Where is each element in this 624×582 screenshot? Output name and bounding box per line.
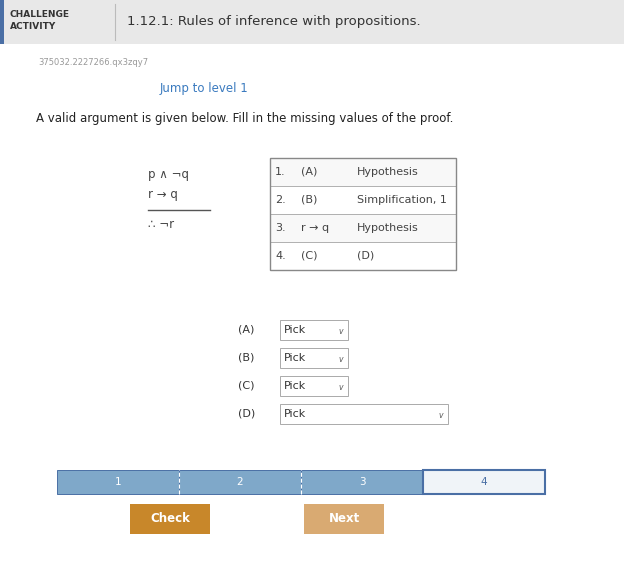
Text: Check: Check — [150, 513, 190, 526]
Text: Jump to level 1: Jump to level 1 — [160, 82, 249, 95]
Bar — [270, 158, 456, 186]
Bar — [301, 470, 423, 494]
Text: 3: 3 — [359, 477, 365, 487]
Text: 1: 1 — [115, 477, 121, 487]
Text: (C): (C) — [238, 381, 255, 391]
Text: 375032.2227266.qx3zqy7: 375032.2227266.qx3zqy7 — [38, 58, 148, 67]
Text: A valid argument is given below. Fill in the missing values of the proof.: A valid argument is given below. Fill in… — [36, 112, 454, 125]
Bar — [130, 504, 210, 534]
Text: Hypothesis: Hypothesis — [357, 223, 419, 233]
Bar — [270, 158, 456, 270]
Text: (B): (B) — [301, 195, 318, 205]
Text: v: v — [338, 356, 343, 364]
Bar — [280, 348, 348, 368]
Text: (C): (C) — [301, 251, 318, 261]
Bar — [179, 470, 301, 494]
Bar — [423, 470, 545, 494]
Bar — [270, 242, 456, 270]
Text: (A): (A) — [238, 325, 255, 335]
Text: ACTIVITY: ACTIVITY — [10, 22, 56, 31]
Text: Pick: Pick — [284, 325, 306, 335]
Bar — [57, 470, 179, 494]
Text: v: v — [338, 328, 343, 336]
Text: 1.12.1: Rules of inference with propositions.: 1.12.1: Rules of inference with proposit… — [127, 16, 421, 29]
Bar — [0, 0, 4, 44]
Text: (A): (A) — [301, 167, 318, 177]
Bar — [280, 376, 348, 396]
Text: v: v — [438, 411, 442, 421]
Text: Next: Next — [328, 513, 359, 526]
Text: v: v — [338, 384, 343, 392]
Text: ∴ ¬r: ∴ ¬r — [148, 218, 174, 231]
Text: 3.: 3. — [275, 223, 286, 233]
Text: (D): (D) — [238, 409, 255, 419]
Text: Pick: Pick — [284, 381, 306, 391]
Bar — [270, 186, 456, 214]
Bar — [280, 320, 348, 340]
Text: Pick: Pick — [284, 353, 306, 363]
Text: (B): (B) — [238, 353, 255, 363]
Bar — [280, 404, 448, 424]
Text: r → q: r → q — [148, 188, 178, 201]
Text: 4: 4 — [480, 477, 487, 487]
Text: CHALLENGE: CHALLENGE — [10, 10, 70, 19]
Text: 2: 2 — [236, 477, 243, 487]
Bar — [0, 0, 624, 44]
Bar — [304, 504, 384, 534]
Text: 2.: 2. — [275, 195, 286, 205]
Text: Simplification, 1: Simplification, 1 — [357, 195, 447, 205]
Text: (D): (D) — [357, 251, 374, 261]
Text: r → q: r → q — [301, 223, 329, 233]
Text: Hypothesis: Hypothesis — [357, 167, 419, 177]
Text: 1.: 1. — [275, 167, 286, 177]
Bar — [270, 214, 456, 242]
Text: 4.: 4. — [275, 251, 286, 261]
Text: Pick: Pick — [284, 409, 306, 419]
Text: p ∧ ¬q: p ∧ ¬q — [148, 168, 189, 181]
